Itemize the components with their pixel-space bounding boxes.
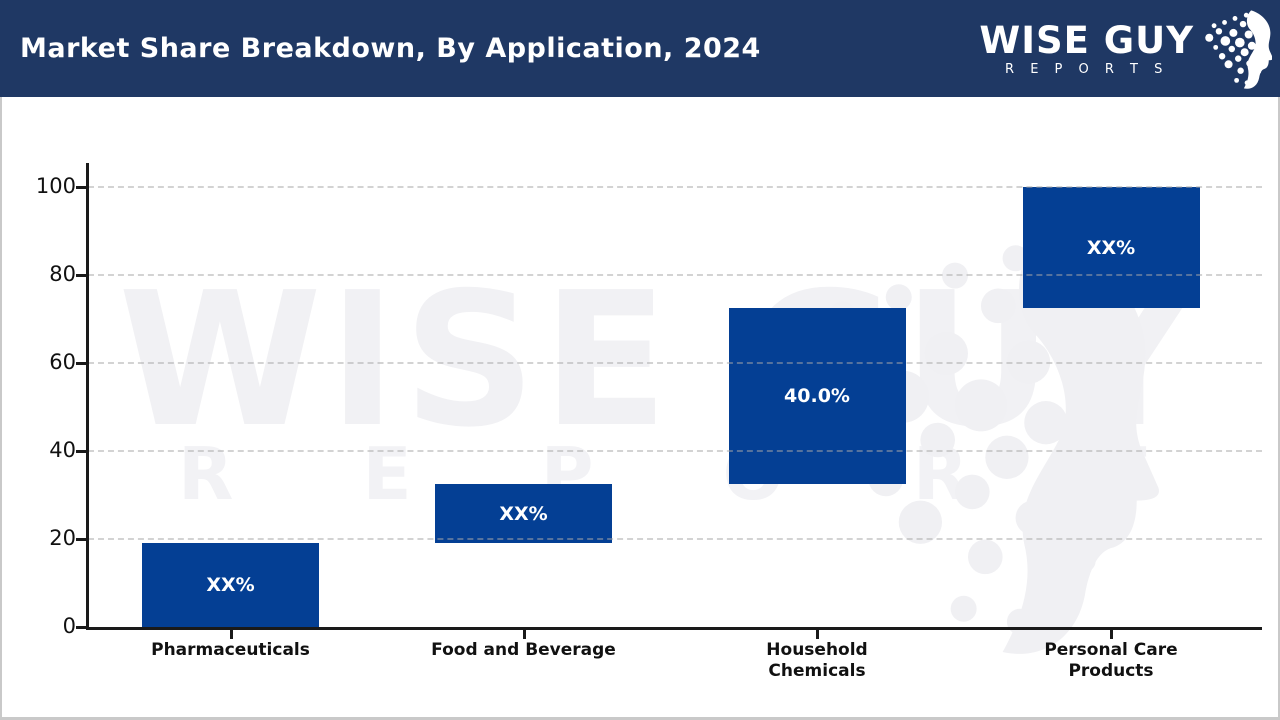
y-tick-label: 80	[49, 262, 76, 286]
gridline-y-100	[88, 186, 1262, 188]
x-category-label: Food and Beverage	[431, 640, 616, 660]
bar-value-label: 40.0%	[784, 385, 850, 407]
y-tick-mark	[76, 186, 86, 189]
x-category-label: Pharmaceuticals	[151, 640, 310, 660]
x-category-label: Personal Care Products	[1044, 640, 1178, 681]
x-tick-mark	[816, 630, 819, 639]
x-tick-mark	[1110, 630, 1113, 639]
bar-household-chemicals: 40.0%	[728, 308, 906, 484]
brand-subtitle: R E P O R T S	[1005, 61, 1169, 77]
x-tick-mark	[229, 630, 233, 639]
y-tick-label: 40	[49, 438, 76, 462]
y-tick-mark	[76, 626, 86, 629]
face-profile-logo-icon	[1198, 6, 1272, 92]
brand-logo: WISE GUY R E P O R T S	[979, 4, 1272, 94]
y-axis-spine	[86, 163, 89, 629]
y-tick-label: 60	[49, 350, 76, 374]
y-tick-mark	[76, 450, 86, 453]
x-category-label: Household Chemicals	[766, 640, 868, 681]
gridline-y-60	[88, 362, 1262, 364]
y-tick-mark	[76, 362, 86, 365]
y-tick-label: 20	[49, 526, 76, 550]
y-tick-mark	[76, 538, 86, 541]
gridline-y-80	[88, 274, 1262, 276]
bar-food-and-beverage: XX%	[435, 484, 612, 544]
x-tick-mark	[522, 630, 526, 639]
gridline-y-40	[88, 450, 1262, 452]
y-tick-label: 0	[62, 614, 76, 638]
x-axis-spine	[86, 627, 1262, 630]
brand-logo-text: WISE GUY R E P O R T S	[979, 22, 1194, 77]
y-tick-mark	[76, 274, 86, 277]
bar-value-label: XX%	[206, 574, 255, 597]
bar-pharmaceuticals: XX%	[142, 543, 319, 627]
header-bar: Market Share Breakdown, By Application, …	[0, 0, 1280, 97]
chart-title: Market Share Breakdown, By Application, …	[20, 33, 761, 64]
bar-value-label: XX%	[499, 502, 548, 525]
y-tick-label: 100	[35, 174, 76, 198]
gridline-y-20	[88, 538, 1262, 540]
bar-personal-care-products: XX%	[1022, 187, 1200, 308]
bar-value-label: XX%	[1086, 236, 1136, 259]
brand-name: WISE GUY	[979, 18, 1194, 62]
